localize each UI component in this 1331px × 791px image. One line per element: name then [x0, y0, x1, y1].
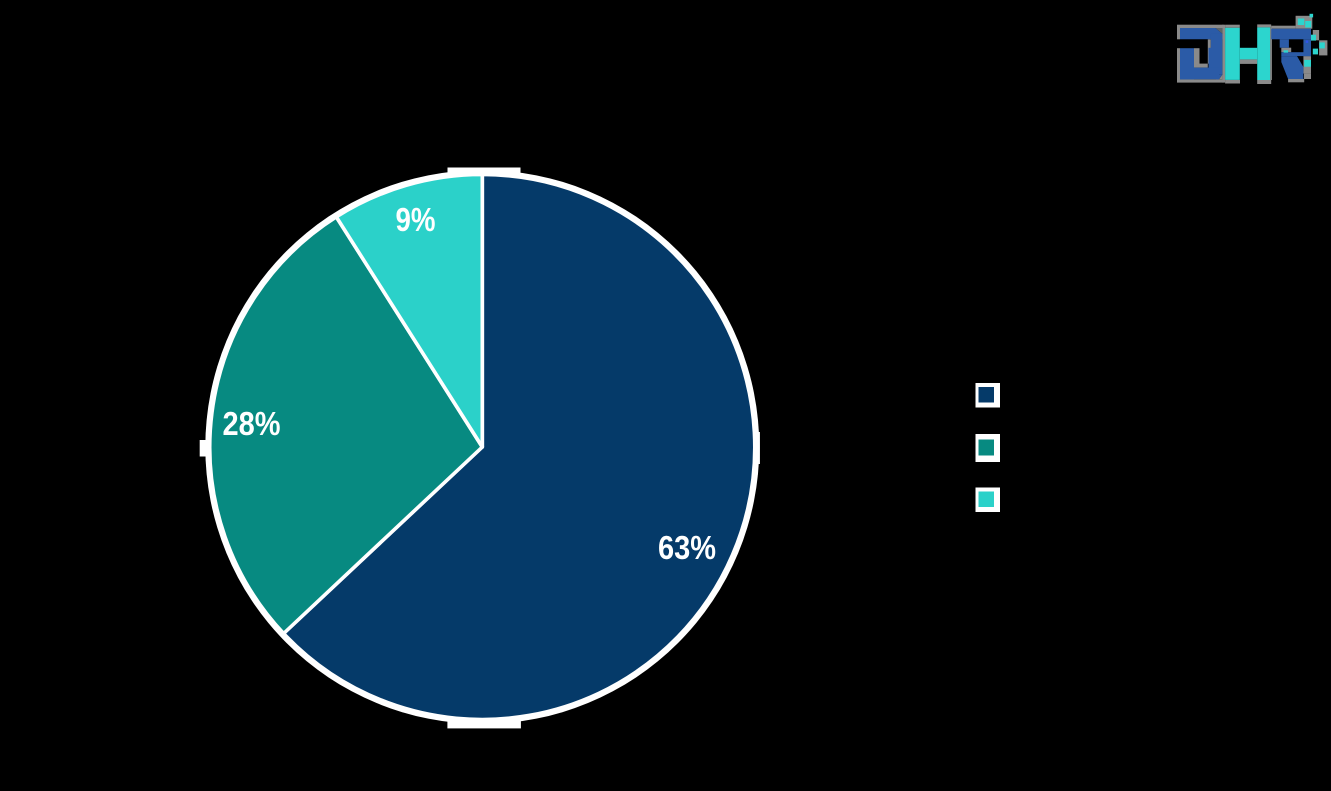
- svg-text:9%: 9%: [396, 201, 436, 238]
- svg-text:28%: 28%: [223, 405, 281, 442]
- svg-text:63%: 63%: [658, 529, 716, 566]
